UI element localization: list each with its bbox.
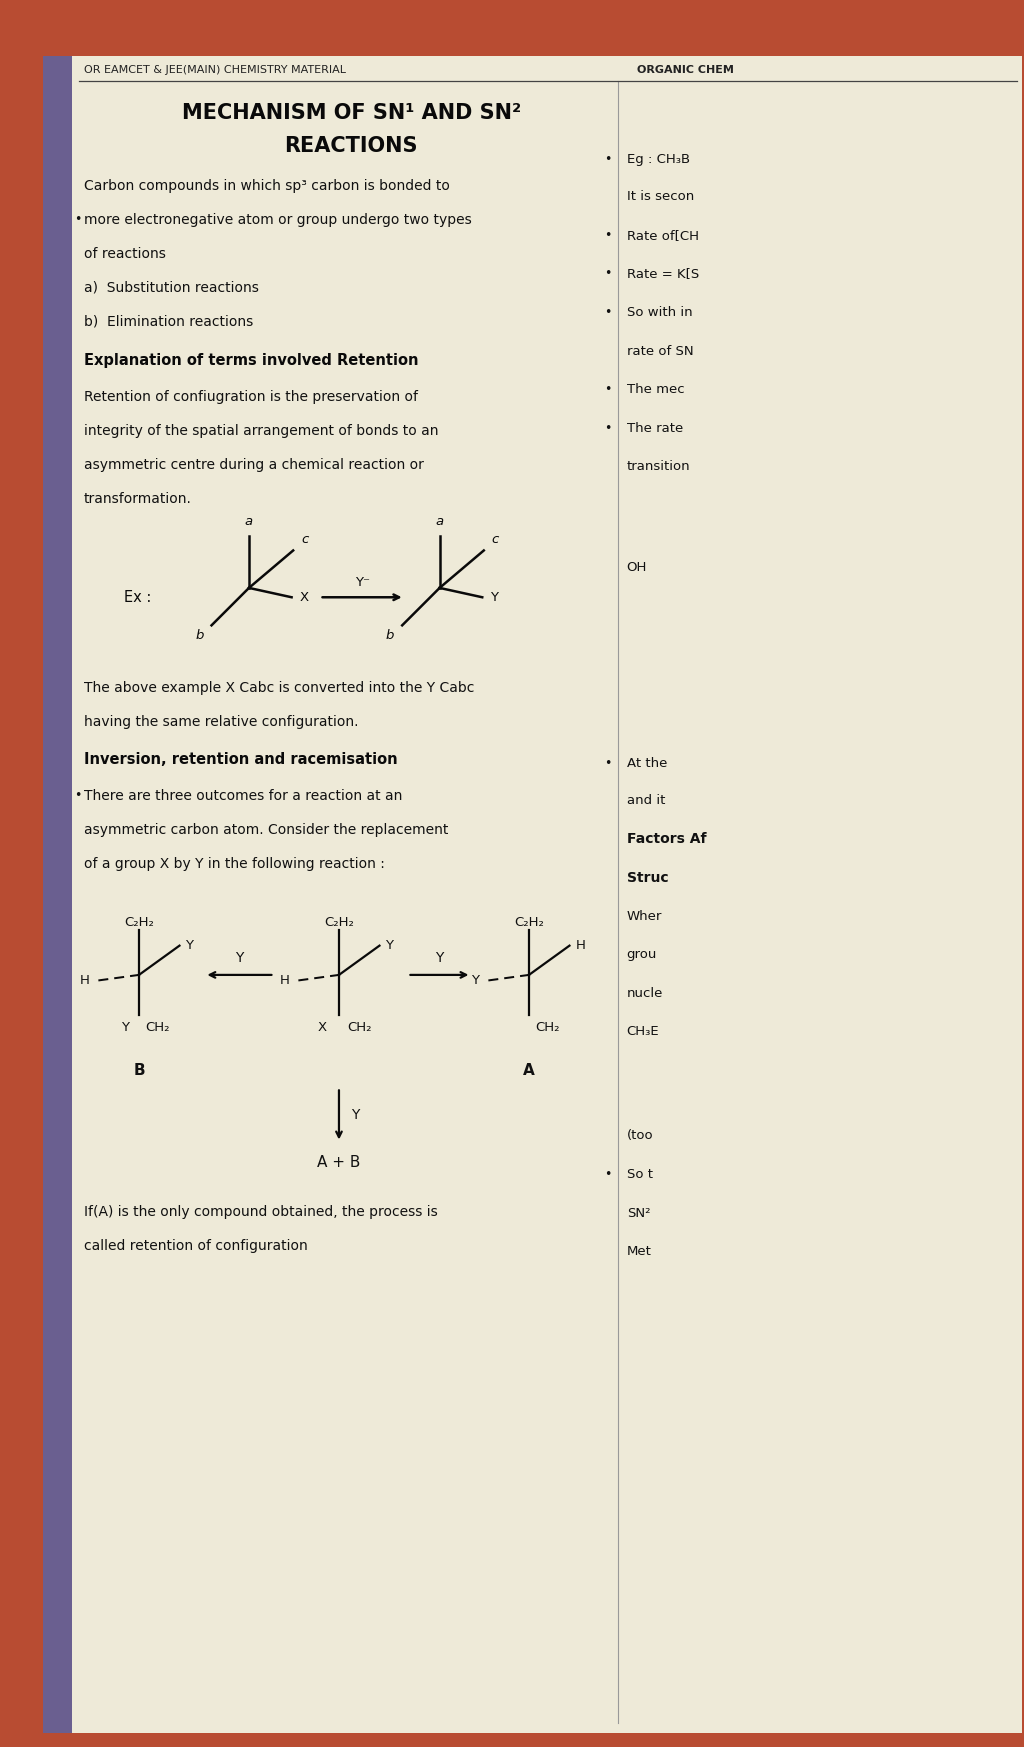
Text: Y: Y: [121, 1022, 129, 1034]
Text: SN²: SN²: [627, 1207, 650, 1219]
Text: c: c: [301, 533, 308, 547]
Text: •: •: [604, 229, 611, 241]
Text: The mec: The mec: [627, 383, 684, 397]
Text: Carbon compounds in which sp³ carbon is bonded to: Carbon compounds in which sp³ carbon is …: [84, 178, 450, 192]
Text: Y: Y: [435, 950, 443, 964]
Text: CH₂: CH₂: [145, 1022, 169, 1034]
Text: Y: Y: [471, 973, 479, 987]
Text: Met: Met: [627, 1246, 651, 1258]
Text: more electronegative atom or group undergo two types: more electronegative atom or group under…: [84, 213, 472, 227]
Text: transition: transition: [627, 459, 690, 473]
Text: If(A) is the only compound obtained, the process is: If(A) is the only compound obtained, the…: [84, 1205, 437, 1219]
Text: Explanation of terms involved Retention: Explanation of terms involved Retention: [84, 353, 419, 369]
Text: Inversion, retention and racemisation: Inversion, retention and racemisation: [84, 753, 397, 767]
Text: Y: Y: [385, 940, 393, 952]
Text: C₂H₂: C₂H₂: [124, 917, 154, 929]
Text: •: •: [604, 267, 611, 281]
Text: Ex :: Ex :: [124, 590, 152, 606]
Text: (too: (too: [627, 1130, 653, 1143]
Text: Struc: Struc: [627, 870, 669, 884]
Text: Eg : CH₃B: Eg : CH₃B: [627, 154, 690, 166]
Text: REACTIONS: REACTIONS: [285, 136, 418, 155]
Bar: [43, 56, 72, 1733]
Text: B: B: [133, 1062, 144, 1078]
Text: a: a: [435, 515, 443, 528]
Text: transformation.: transformation.: [84, 493, 191, 507]
Text: Y: Y: [236, 950, 244, 964]
Text: b: b: [386, 629, 394, 643]
Text: Factors Af: Factors Af: [627, 832, 707, 846]
Text: CH₃E: CH₃E: [627, 1025, 659, 1038]
Text: CH₂: CH₂: [535, 1022, 559, 1034]
Text: At the: At the: [627, 756, 667, 770]
Text: X: X: [317, 1022, 327, 1034]
Text: Wher: Wher: [627, 910, 663, 922]
Text: Y⁻: Y⁻: [354, 577, 370, 589]
Text: called retention of configuration: called retention of configuration: [84, 1239, 308, 1253]
Text: Retention of confiugration is the preservation of: Retention of confiugration is the preser…: [84, 390, 418, 404]
Text: having the same relative configuration.: having the same relative configuration.: [84, 715, 358, 728]
Text: a)  Substitution reactions: a) Substitution reactions: [84, 281, 259, 295]
Text: X: X: [300, 590, 308, 604]
Text: •: •: [74, 790, 81, 802]
Text: c: c: [492, 533, 499, 547]
Text: nucle: nucle: [627, 987, 664, 999]
Text: b)  Elimination reactions: b) Elimination reactions: [84, 314, 253, 328]
Text: OR EAMCET & JEE(MAIN) CHEMISTRY MATERIAL: OR EAMCET & JEE(MAIN) CHEMISTRY MATERIAL: [84, 65, 346, 75]
Text: C₂H₂: C₂H₂: [514, 917, 544, 929]
Text: asymmetric carbon atom. Consider the replacement: asymmetric carbon atom. Consider the rep…: [84, 823, 449, 837]
Text: rate of SN: rate of SN: [627, 344, 693, 358]
Text: H: H: [575, 940, 586, 952]
Text: Rate of[CH: Rate of[CH: [627, 229, 698, 241]
Text: of reactions: of reactions: [84, 246, 166, 260]
Text: A: A: [523, 1062, 535, 1078]
Text: H: H: [280, 973, 290, 987]
Text: CH₂: CH₂: [347, 1022, 372, 1034]
Text: •: •: [604, 306, 611, 320]
Text: a: a: [245, 515, 253, 528]
Text: Y: Y: [351, 1108, 359, 1122]
Text: •: •: [604, 756, 611, 770]
Text: There are three outcomes for a reaction at an: There are three outcomes for a reaction …: [84, 790, 402, 804]
Text: •: •: [604, 1169, 611, 1181]
Text: A + B: A + B: [317, 1155, 360, 1170]
Text: •: •: [604, 154, 611, 166]
Text: The rate: The rate: [627, 421, 683, 435]
Text: The above example X Cabc is converted into the Y Cabc: The above example X Cabc is converted in…: [84, 681, 474, 695]
Text: Rate = K[S: Rate = K[S: [627, 267, 699, 281]
Text: asymmetric centre during a chemical reaction or: asymmetric centre during a chemical reac…: [84, 458, 424, 472]
Text: So with in: So with in: [627, 306, 692, 320]
Text: So t: So t: [627, 1169, 652, 1181]
Text: Y: Y: [490, 590, 499, 604]
Text: C₂H₂: C₂H₂: [324, 917, 354, 929]
Text: grou: grou: [627, 949, 657, 961]
Text: of a group X by Y in the following reaction :: of a group X by Y in the following react…: [84, 858, 385, 872]
Text: MECHANISM OF SN¹ AND SN²: MECHANISM OF SN¹ AND SN²: [181, 103, 521, 122]
Text: integrity of the spatial arrangement of bonds to an: integrity of the spatial arrangement of …: [84, 425, 438, 438]
Text: Y: Y: [185, 940, 194, 952]
Text: H: H: [80, 973, 89, 987]
Text: •: •: [604, 421, 611, 435]
Text: OH: OH: [627, 561, 647, 575]
Text: b: b: [196, 629, 204, 643]
Text: •: •: [604, 383, 611, 397]
Text: ORGANIC CHEM: ORGANIC CHEM: [637, 65, 733, 75]
Text: •: •: [74, 213, 81, 227]
Text: It is secon: It is secon: [627, 190, 694, 203]
Text: and it: and it: [627, 795, 665, 807]
